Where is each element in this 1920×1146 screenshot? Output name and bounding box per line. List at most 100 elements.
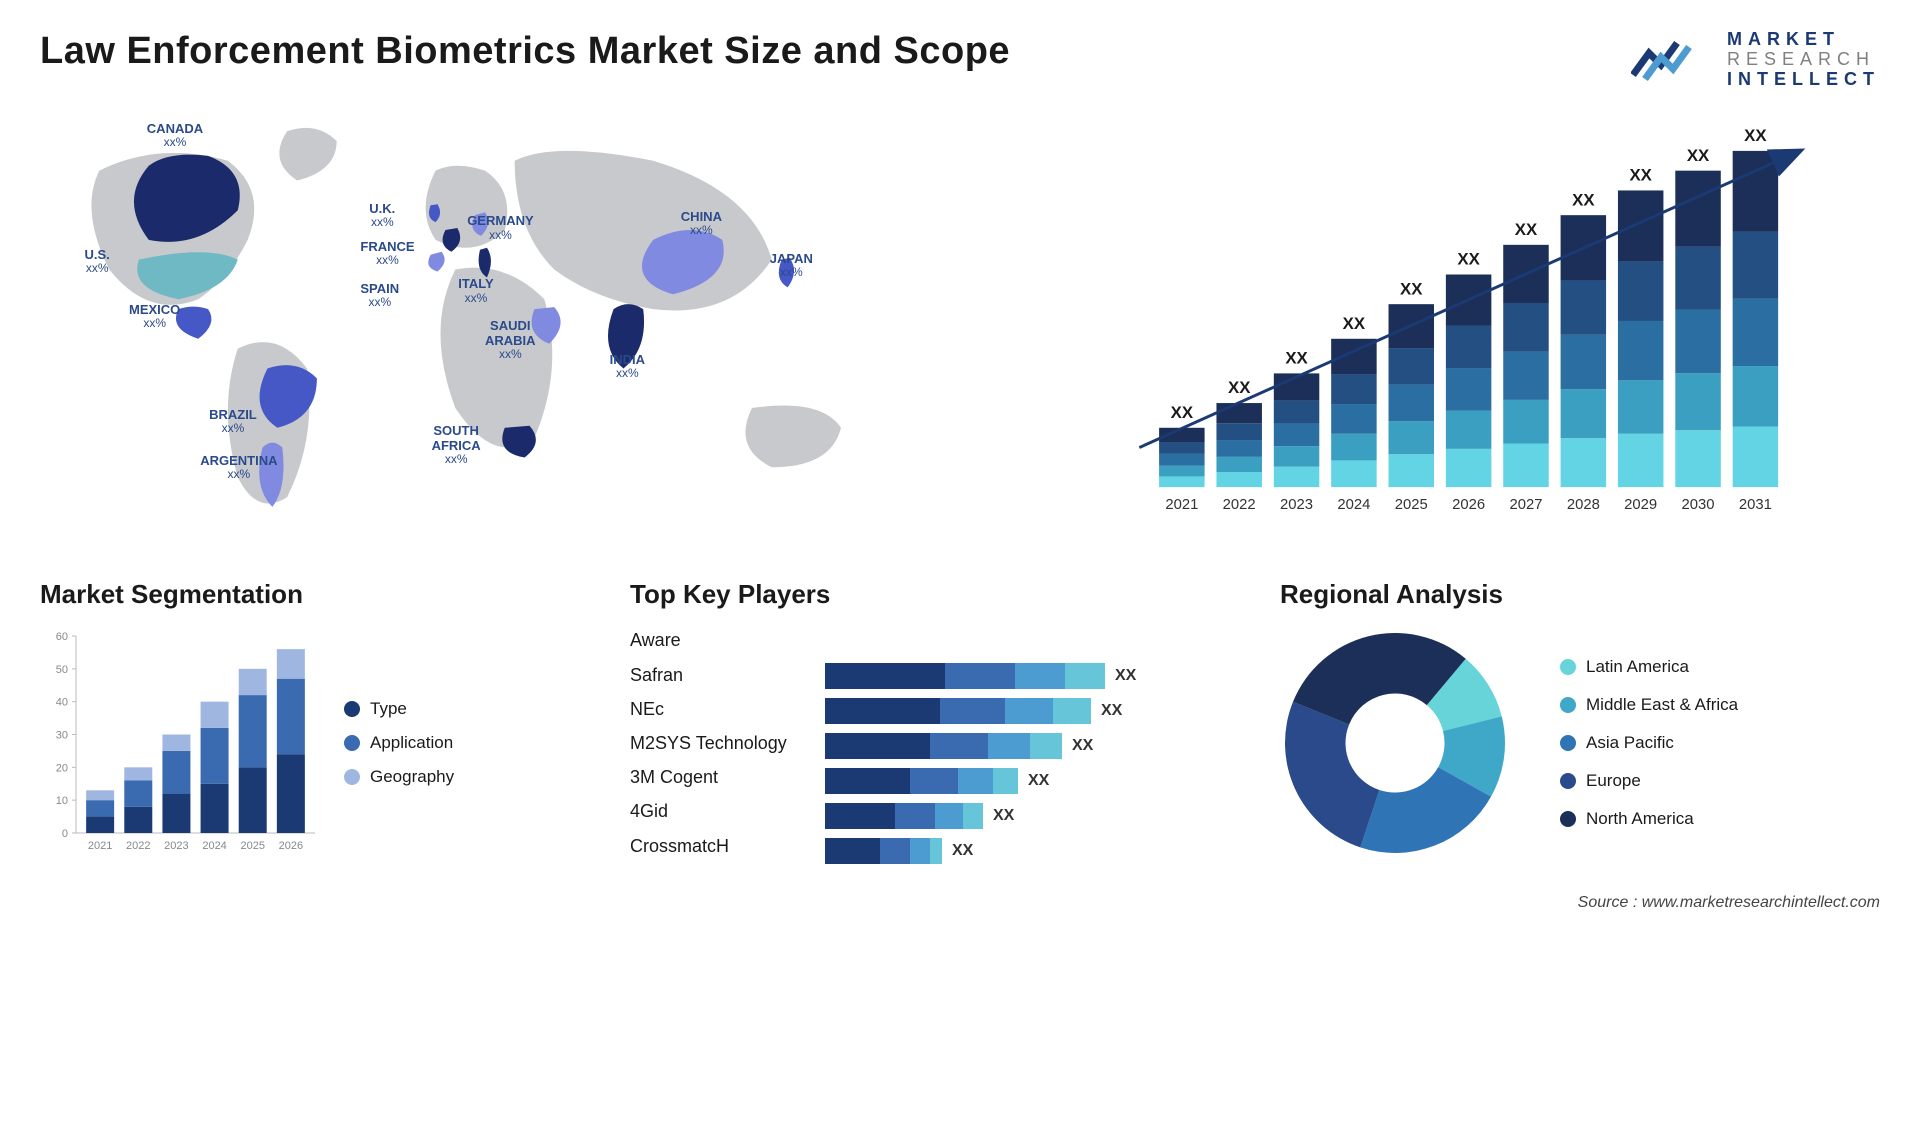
player-bar [825,803,983,829]
svg-text:2030: 2030 [1682,497,1715,513]
player-bar-segment [1030,733,1062,759]
svg-text:50: 50 [56,664,68,676]
players-bars: XX XX XX XX XX XX [825,628,1230,864]
player-bar-row: XX [825,733,1230,759]
player-bar-segment [958,768,993,794]
svg-text:XX: XX [1572,191,1595,210]
growth-chart: XX2021XX2022XX2023XX2024XX2025XX2026XX20… [990,109,1880,529]
legend-label: North America [1586,809,1694,829]
logo-text-2: RESEARCH [1727,50,1880,70]
svg-text:2024: 2024 [202,840,226,852]
player-bar-segment [940,698,1005,724]
player-bar-value: XX [993,807,1014,825]
legend-label: Asia Pacific [1586,733,1674,753]
map-country-label: GERMANYxx% [467,214,533,241]
segmentation-legend: TypeApplicationGeography [344,699,454,787]
logo-text-3: INTELLECT [1727,70,1880,90]
svg-text:2026: 2026 [279,840,303,852]
player-bar-value: XX [1028,772,1049,790]
player-bar-segment [988,733,1030,759]
regional-legend-item: Europe [1560,771,1738,791]
legend-dot [344,701,360,717]
legend-label: Type [370,699,407,719]
growth-chart-panel: XX2021XX2022XX2023XX2024XX2025XX2026XX20… [990,109,1880,529]
map-country-label: JAPANxx% [770,252,813,279]
brand-logo: MARKET RESEARCH INTELLECT [1631,30,1880,89]
svg-text:2025: 2025 [1395,497,1428,513]
svg-text:XX: XX [1687,146,1710,165]
player-bar-segment [930,733,988,759]
segmentation-title: Market Segmentation [40,579,580,610]
player-bar-segment [963,803,983,829]
svg-text:2026: 2026 [1452,497,1485,513]
player-bar-segment [825,838,880,864]
player-bar-segment [1053,698,1091,724]
player-bar-value: XX [1101,702,1122,720]
player-name: CrossmatcH [630,834,805,859]
svg-text:2022: 2022 [1223,497,1256,513]
legend-label: Europe [1586,771,1641,791]
regional-donut [1280,628,1510,858]
svg-text:2029: 2029 [1624,497,1657,513]
map-country-label: SOUTHAFRICAxx% [432,424,481,466]
map-country-label: U.K.xx% [369,202,395,229]
svg-text:XX: XX [1400,280,1423,299]
player-bar-row: XX [825,838,1230,864]
player-bar-segment [825,733,930,759]
legend-label: Middle East & Africa [1586,695,1738,715]
svg-text:XX: XX [1228,379,1251,398]
player-bar-segment [910,838,930,864]
map-country-label: ARGENTINAxx% [200,454,277,481]
player-bar-segment [825,803,895,829]
svg-text:60: 60 [56,631,68,643]
svg-text:2028: 2028 [1567,497,1600,513]
map-country-label: CHINAxx% [681,210,722,237]
player-bar-segment [910,768,958,794]
player-bar-segment [935,803,963,829]
world-map-panel: CANADAxx%U.S.xx%MEXICOxx%BRAZILxx%ARGENT… [40,109,930,529]
svg-text:2023: 2023 [164,840,188,852]
svg-text:30: 30 [56,730,68,742]
regional-panel: Regional Analysis Latin America Middle Ea… [1280,579,1880,864]
player-bar-segment [895,803,935,829]
logo-text-1: MARKET [1727,30,1880,50]
legend-dot [1560,735,1576,751]
segmentation-legend-item: Type [344,699,454,719]
svg-text:2022: 2022 [126,840,150,852]
svg-text:0: 0 [62,828,68,840]
player-bar-row: XX [825,803,1230,829]
svg-text:2023: 2023 [1280,497,1313,513]
player-bar-segment [825,698,940,724]
svg-text:XX: XX [1629,166,1652,185]
player-bar [825,698,1091,724]
legend-dot [1560,659,1576,675]
svg-text:2027: 2027 [1509,497,1542,513]
regional-title: Regional Analysis [1280,579,1880,610]
players-title: Top Key Players [630,579,1230,610]
player-name: M2SYS Technology [630,731,805,756]
legend-dot [344,735,360,751]
player-bar-row: XX [825,768,1230,794]
regional-legend-item: Asia Pacific [1560,733,1738,753]
player-bar-row: XX [825,663,1230,689]
legend-label: Latin America [1586,657,1689,677]
player-bar-row: XX [825,698,1230,724]
logo-icon [1631,35,1711,85]
legend-dot [1560,697,1576,713]
regional-legend-item: North America [1560,809,1738,829]
legend-label: Geography [370,767,454,787]
players-panel: Top Key Players AwareSafranNEcM2SYS Tech… [630,579,1230,864]
legend-dot [344,769,360,785]
svg-text:2025: 2025 [240,840,264,852]
source-citation: Source : www.marketresearchintellect.com [40,894,1880,912]
player-bar-segment [993,768,1018,794]
map-country-label: INDIAxx% [610,353,645,380]
segmentation-panel: Market Segmentation 01020304050602021202… [40,579,580,864]
regional-legend-item: Middle East & Africa [1560,695,1738,715]
segmentation-legend-item: Geography [344,767,454,787]
legend-dot [1560,773,1576,789]
player-name: NEc [630,697,805,722]
map-country-label: CANADAxx% [147,122,203,149]
map-country-label: BRAZILxx% [209,408,257,435]
svg-text:2021: 2021 [1165,497,1198,513]
